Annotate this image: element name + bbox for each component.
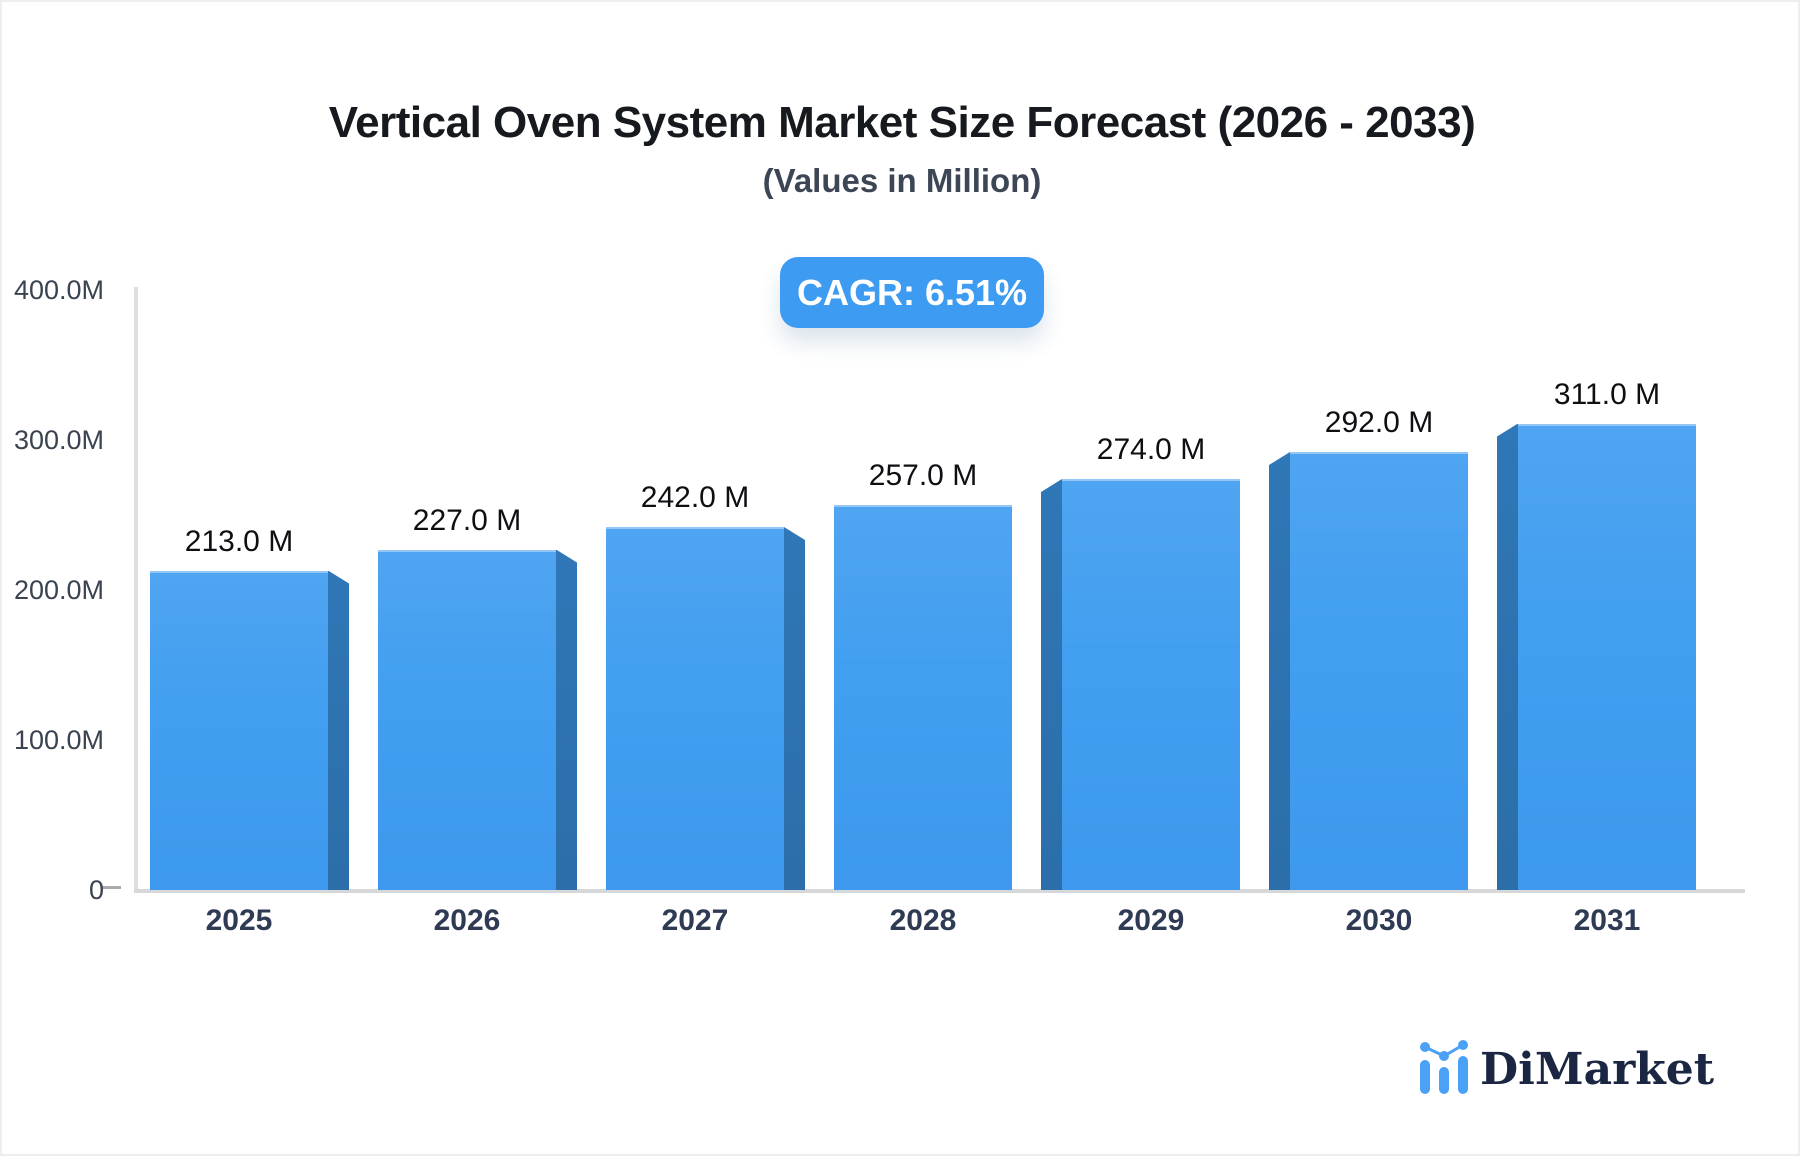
cagr-badge: CAGR: 6.51% [780,257,1044,328]
bar-value-label: 274.0 M [1096,433,1206,466]
dimarket-logo-icon [1420,1040,1468,1094]
bar-side-face [1269,452,1290,890]
y-axis-label: 200.0M [13,575,104,605]
bar-side-face [328,570,349,890]
chart-title: Vertical Oven System Market Size Forecas… [328,98,1476,147]
bar-2026[interactable] [378,549,556,890]
x-axis-label: 2031 [1573,904,1641,937]
chart-header: Vertical Oven System Market Size Forecas… [2,2,1798,200]
y-axis-label: 100.0M [13,725,104,755]
bar-2027[interactable] [606,527,784,890]
y-axis-line [134,287,138,893]
dimarket-logo: DiMarket [1420,1038,1714,1096]
y-axis-label: 400.0M [13,275,104,305]
bar-2029[interactable] [1062,479,1240,890]
bar-2025[interactable] [150,570,328,890]
x-axis-label: 2028 [889,904,957,937]
bar-value-label: 227.0 M [412,503,522,537]
x-axis-label: 2026 [433,904,501,937]
x-axis-label: 2029 [1117,904,1185,937]
bar-2028[interactable] [834,504,1012,890]
y-axis-label: 300.0M [13,425,104,455]
bar-side-face [556,549,577,890]
bar-2030[interactable] [1290,452,1468,890]
dimarket-logo-text: DiMarket [1480,1044,1715,1095]
x-axis-label: 2025 [205,904,273,937]
bar-value-label: 311.0 M [1553,377,1661,411]
x-axis-label: 2030 [1345,904,1413,937]
bar-side-face [1041,479,1062,890]
bar-side-face [1497,423,1518,890]
bar-value-label: 242.0 M [640,481,750,514]
x-axis-label: 2027 [661,904,729,937]
bar-side-face [784,527,805,890]
bar-value-label: 292.0 M [1324,406,1434,439]
zero-tick-mark [102,886,121,889]
bar-value-label: 257.0 M [868,458,978,492]
x-axis-baseline [134,889,1745,893]
bar-value-label: 213.0 M [184,524,294,558]
chart-subtitle: (Values in Million) [762,162,1042,199]
y-axis-label: 0 [88,875,104,905]
bar-2031[interactable] [1518,423,1696,890]
